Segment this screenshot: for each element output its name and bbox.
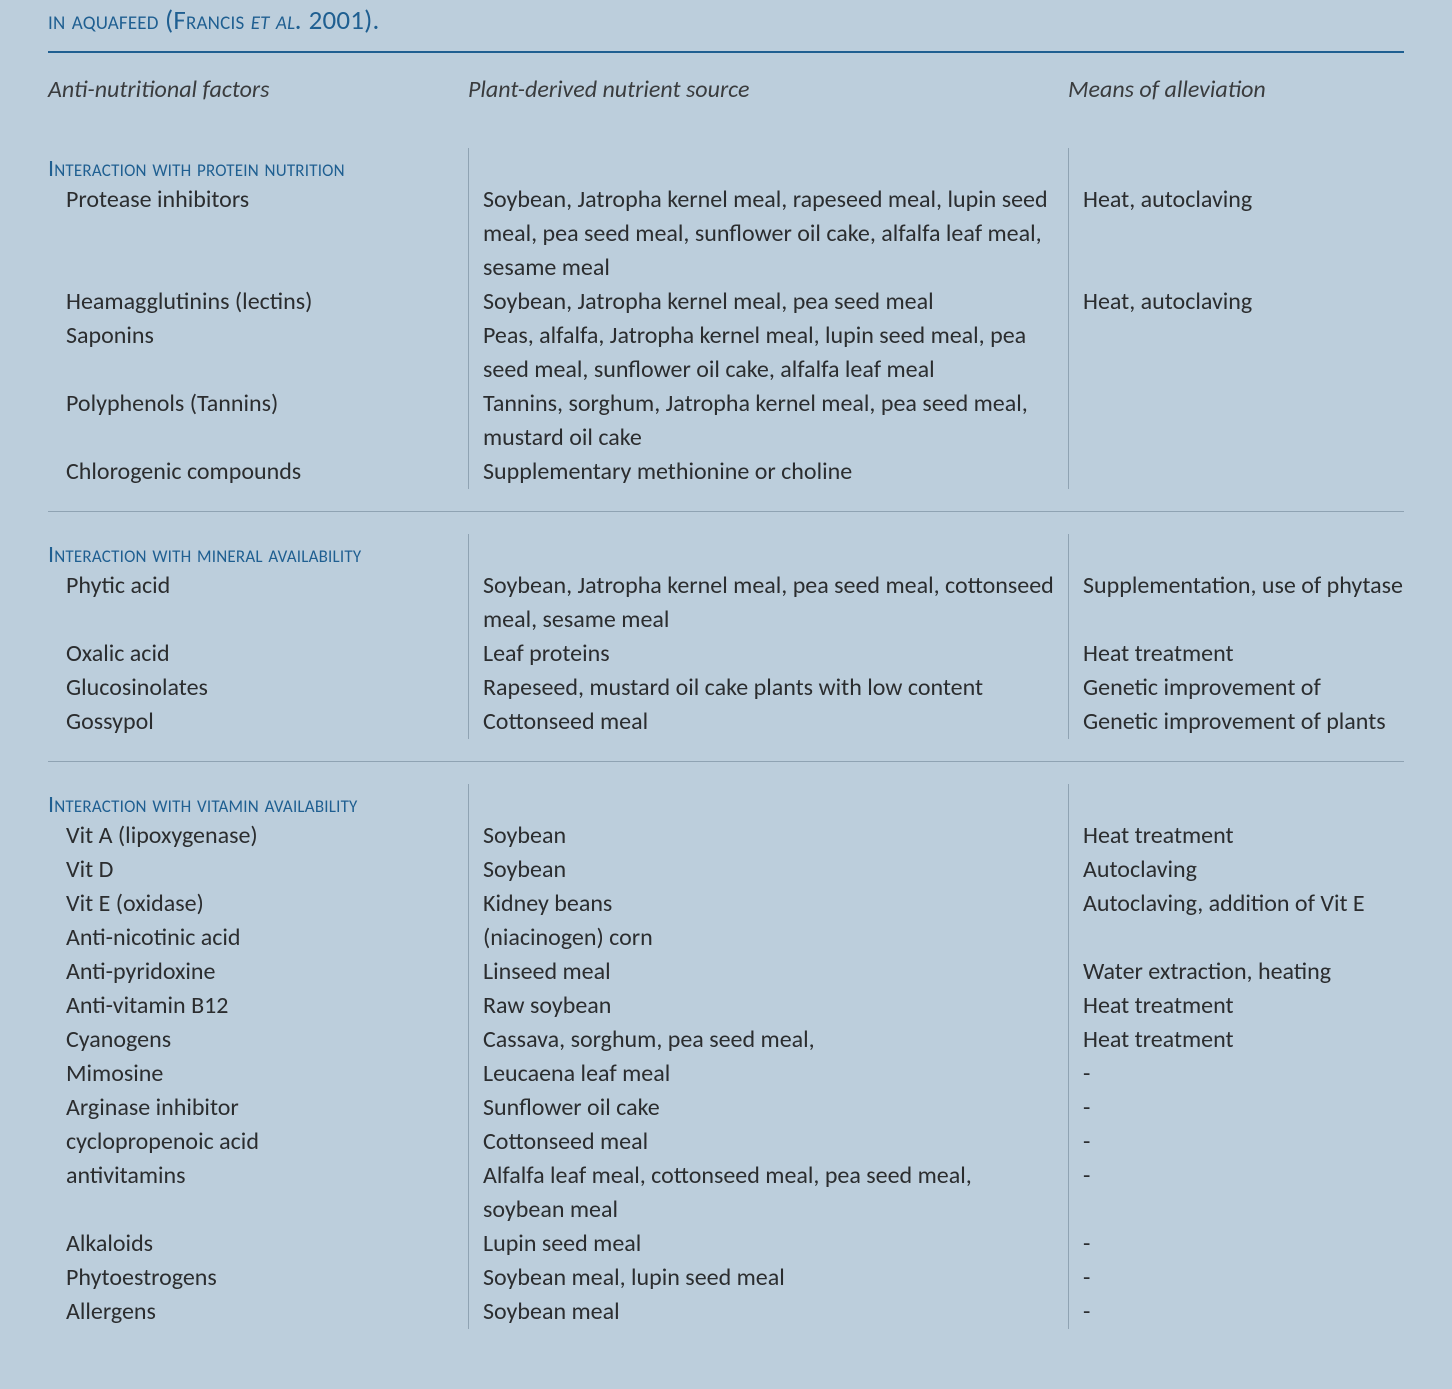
section-title: Interaction with mineral availability (48, 534, 468, 569)
table-cell: Genetic improvement of plants (1068, 705, 1404, 739)
column-header: Anti-nutritional factors (48, 75, 468, 148)
table-cell: Alkaloids (48, 1227, 468, 1261)
table-cell: Glucosinolates (48, 671, 468, 705)
table-cell: Vit A (lipoxygenase) (48, 819, 468, 853)
table-caption: in aquafeed (Francis et al. 2001). (48, 0, 1404, 51)
caption-etal: et al. (251, 4, 303, 37)
table-cell: Genetic improvement of (1068, 671, 1404, 705)
table-cell (1068, 387, 1404, 455)
table-cell: Autoclaving, addition of Vit E (1068, 887, 1404, 921)
table-cell (1068, 319, 1404, 387)
section-title: Interaction with vitamin availability (48, 784, 468, 819)
table-cell: Soybean meal (468, 1295, 1068, 1329)
table-cell (1068, 921, 1404, 955)
section-block: Interaction with mineral availability (48, 534, 1404, 569)
table-cell: Mimosine (48, 1057, 468, 1091)
table-cell: Heat treatment (1068, 1023, 1404, 1057)
section-block: Interaction with protein nutrition (48, 148, 1404, 183)
table-cell: Vit D (48, 853, 468, 887)
table-cell: Lupin seed meal (468, 1227, 1068, 1261)
table-cell: Phytoestrogens (48, 1261, 468, 1295)
table-cell: (niacinogen) corn (468, 921, 1068, 955)
table-cell: Protease inhibitors (48, 183, 468, 285)
table-cell: Raw soybean (468, 989, 1068, 1023)
table-cell: Heat, autoclaving (1068, 285, 1404, 319)
table-cell: Arginase inhibitor (48, 1091, 468, 1125)
table-cell: Supplementary methionine or choline (468, 455, 1068, 489)
table-cell: Heamagglutinins (lectins) (48, 285, 468, 319)
table-cell: - (1068, 1261, 1404, 1295)
table-cell: Heat treatment (1068, 989, 1404, 1023)
table-cell: Autoclaving (1068, 853, 1404, 887)
table-cell: Anti-nicotinic acid (48, 921, 468, 955)
table-cell: Linseed meal (468, 955, 1068, 989)
table-cell: Soybean, Jatropha kernel meal, pea seed … (468, 285, 1068, 319)
table-cell: Cottonseed meal (468, 1125, 1068, 1159)
table-cell (1068, 455, 1404, 489)
table-cell: Rapeseed, mustard oil cake plants with l… (468, 671, 1068, 705)
column-header: Means of alleviation (1068, 75, 1404, 148)
table-cell: Gossypol (48, 705, 468, 739)
table-cell: cyclopropenoic acid (48, 1125, 468, 1159)
top-rule (48, 51, 1404, 53)
table-cell: Saponins (48, 319, 468, 387)
table-cell: Anti-vitamin B12 (48, 989, 468, 1023)
table-cell: Heat treatment (1068, 819, 1404, 853)
column-header: Plant-derived nutrient source (468, 75, 1068, 148)
table-cell: - (1068, 1091, 1404, 1125)
table-cell: Cottonseed meal (468, 705, 1068, 739)
table-cell: Heat, autoclaving (1068, 183, 1404, 285)
table-cell: Tannins, sorghum, Jatropha kernel meal, … (468, 387, 1068, 455)
table-cell: Soybean meal, lupin seed meal (468, 1261, 1068, 1295)
table-cell: - (1068, 1227, 1404, 1261)
table-cell: Sunflower oil cake (468, 1091, 1068, 1125)
table-cell: Polyphenols (Tannins) (48, 387, 468, 455)
table-cell: Oxalic acid (48, 637, 468, 671)
section-divider (48, 761, 1404, 762)
table-cell: Leaf proteins (468, 637, 1068, 671)
table-cell: Soybean, Jatropha kernel meal, rapeseed … (468, 183, 1068, 285)
table-cell: Water extraction, heating (1068, 955, 1404, 989)
table-cell: Anti-pyridoxine (48, 955, 468, 989)
table-cell: Chlorogenic compounds (48, 455, 468, 489)
table-cell: - (1068, 1295, 1404, 1329)
table-cell: Cassava, sorghum, pea seed meal, (468, 1023, 1068, 1057)
table-cell: Soybean (468, 819, 1068, 853)
table-cell: Cyanogens (48, 1023, 468, 1057)
table-cell: - (1068, 1125, 1404, 1159)
table-cell: Allergens (48, 1295, 468, 1329)
data-table: Anti-nutritional factors Plant-derived n… (48, 75, 1404, 1329)
section-divider (48, 511, 1404, 512)
table-cell: Soybean (468, 853, 1068, 887)
table-cell: Phytic acid (48, 569, 468, 637)
table-cell: Alfalfa leaf meal, cottonseed meal, pea … (468, 1159, 1068, 1227)
table-cell: Supplementation, use of phytase (1068, 569, 1404, 637)
caption-pre: in aquafeed (Francis (48, 4, 251, 37)
table-cell: Heat treatment (1068, 637, 1404, 671)
table-cell: - (1068, 1159, 1404, 1227)
table-cell: Peas, alfalfa, Jatropha kernel meal, lup… (468, 319, 1068, 387)
table-cell: Vit E (oxidase) (48, 887, 468, 921)
section-title: Interaction with protein nutrition (48, 148, 468, 183)
table-cell: Kidney beans (468, 887, 1068, 921)
section-block: Interaction with vitamin availability (48, 784, 1404, 819)
table-cell: Soybean, Jatropha kernel meal, pea seed … (468, 569, 1068, 637)
table-cell: Leucaena leaf meal (468, 1057, 1068, 1091)
table-cell: - (1068, 1057, 1404, 1091)
table-cell: antivitamins (48, 1159, 468, 1227)
caption-post: 2001). (302, 4, 379, 37)
